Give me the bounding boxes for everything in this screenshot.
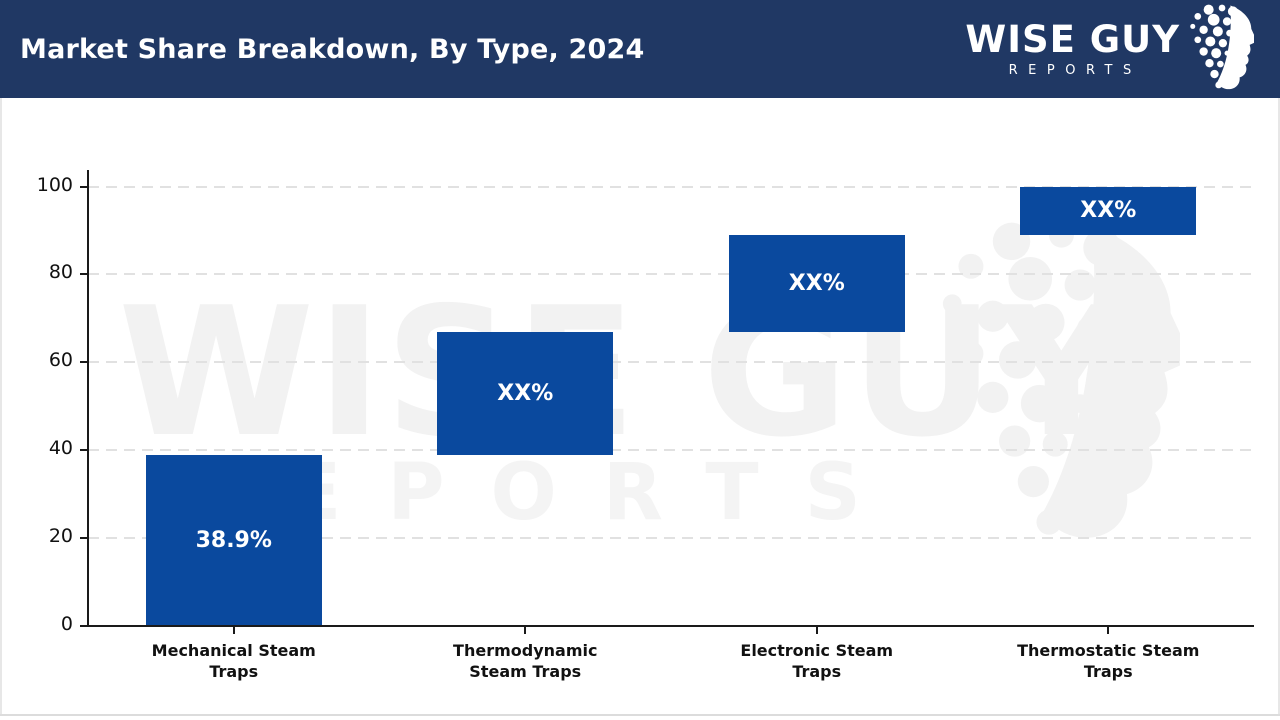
header: Market Share Breakdown, By Type, 2024 WI… [0,0,1280,98]
bar-value-label: XX% [497,380,554,406]
y-tick-label: 20 [48,525,73,548]
page-title: Market Share Breakdown, By Type, 2024 [20,33,645,65]
y-gridline [88,185,1254,188]
y-gridline [88,361,1254,364]
bottom-edge-rule [0,714,1280,716]
x-tick [1107,626,1110,634]
x-category-label: Mechanical Steam Traps [151,641,316,682]
y-tick [80,449,88,452]
y-tick-label: 0 [60,613,73,635]
x-tick [232,626,235,634]
bar-segment [145,455,322,626]
watermark-wordmark: WISE GUY [118,269,1128,476]
bar-value-label: 38.9% [195,527,272,553]
bar-value-label: XX% [788,270,845,296]
y-axis-line [87,170,89,626]
logo-subtitle: REPORTS [1008,62,1142,78]
y-tick [80,361,88,364]
y-tick-label: 80 [48,261,73,284]
bar-value-label: XX% [1080,197,1137,223]
x-tick [815,626,818,634]
bar-segment [728,235,905,333]
y-gridline [88,449,1254,452]
y-tick-label: 40 [48,437,73,460]
x-category-label: Thermostatic Steam Traps [1017,641,1200,682]
y-tick [80,537,88,540]
x-tick [524,626,527,634]
right-edge-rule [1278,98,1280,716]
left-edge-rule [0,98,2,716]
y-tick [80,625,88,627]
y-tick [80,185,88,188]
logo-wordmark: WISE GUY [965,17,1180,61]
y-gridline [88,273,1254,276]
y-tick-label: 100 [36,173,73,196]
bar-segment [437,332,614,456]
x-axis-line [87,625,1254,627]
y-tick [80,273,88,276]
y-gridline [88,537,1254,540]
bar-segment [1020,186,1197,236]
x-category-label: Electronic Steam Traps [740,641,894,682]
x-category-label: Thermodynamic Steam Traps [453,641,598,682]
logo-text: WISE GUY REPORTS [965,21,1180,78]
y-tick-label: 60 [48,349,73,372]
wise-guy-logo: WISE GUY REPORTS [965,3,1254,95]
